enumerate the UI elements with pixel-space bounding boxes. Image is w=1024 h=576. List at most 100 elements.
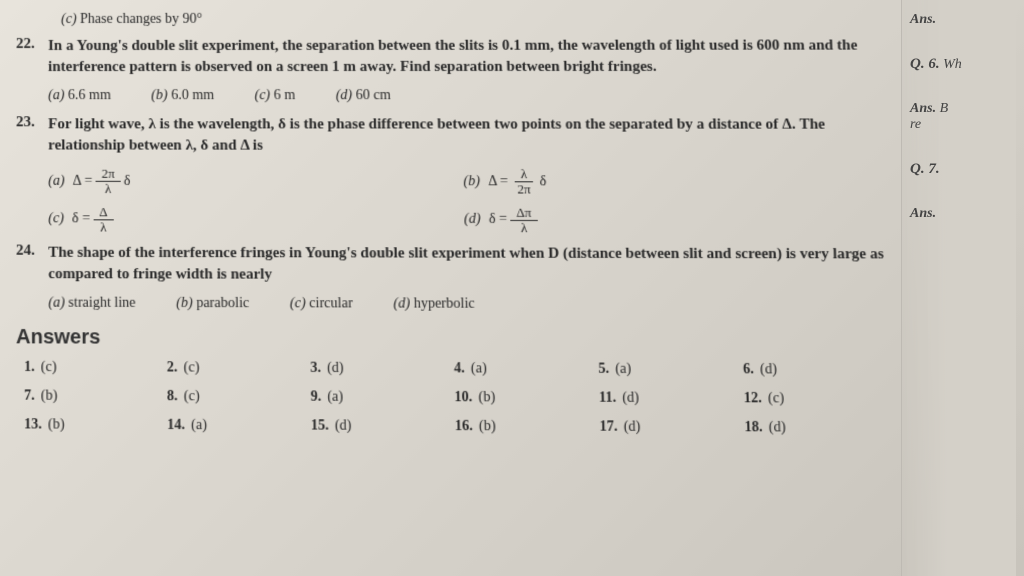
question-22: 22. In a Young's double slit experiment,… — [16, 35, 880, 78]
equation-lhs: Δ = — [488, 174, 508, 190]
answer-value: (d) — [760, 362, 777, 379]
q23-options: (a) Δ = 2π λ δ (b) Δ = λ 2π δ (c) — [48, 167, 884, 236]
answer-value: (b) — [41, 389, 58, 405]
option-label: (a) — [48, 88, 64, 103]
answer-number: 3. — [310, 361, 321, 377]
numerator: λ — [514, 167, 533, 183]
option-d: (d) hyperbolic — [393, 296, 475, 313]
answer-item: 17.(d) — [599, 420, 744, 437]
answer-value: (c) — [184, 360, 200, 376]
question-23: 23. For light wave, λ is the wavelength,… — [16, 114, 882, 157]
answer-value: (d) — [622, 391, 639, 408]
option-text: 6.6 mm — [68, 88, 111, 103]
question-number: 23. — [16, 114, 48, 156]
answer-value: (c) — [41, 360, 57, 376]
answer-item: 14.(a) — [167, 418, 311, 435]
answer-number: 14. — [167, 418, 185, 435]
option-label: (d) — [336, 88, 353, 103]
option-label: (b) — [176, 296, 193, 311]
margin-text: re — [910, 117, 1008, 133]
answer-number: 4. — [454, 361, 465, 377]
denominator: λ — [94, 220, 113, 235]
option-label: (c) — [290, 296, 306, 311]
answer-number: 10. — [454, 390, 472, 407]
numerator: Δπ — [510, 205, 538, 221]
answer-item: 2. (c) — [167, 360, 310, 377]
option-label: (b) — [151, 88, 168, 103]
answer-number: 5. — [598, 362, 609, 379]
answer-value: (b) — [479, 419, 496, 436]
margin-note: Q. 7. — [910, 161, 1008, 178]
numerator: Δ — [93, 205, 114, 221]
q24-options: (a) straight line (b) parabolic (c) circ… — [48, 296, 886, 314]
fraction: Δπ λ — [510, 205, 538, 235]
question-number: 22. — [16, 36, 48, 78]
answer-number: 8. — [167, 389, 178, 405]
answers-heading: Answers — [16, 326, 888, 352]
answer-number: 16. — [455, 419, 473, 436]
option-a: (a) Δ = 2π λ δ — [48, 167, 463, 197]
answer-item: 7. (b) — [24, 389, 167, 406]
margin-ans-label: Ans. — [910, 101, 936, 116]
option-label: (a) — [48, 296, 65, 311]
answer-value: (d) — [335, 419, 352, 436]
answer-number: 13. — [24, 417, 42, 434]
margin-ans-label: Ans. — [910, 12, 936, 27]
numerator: 2π — [95, 167, 120, 182]
option-label: (d) — [464, 212, 481, 228]
question-text: The shape of the interference fringes in… — [48, 243, 886, 288]
equation-suffix: δ — [540, 174, 547, 190]
answer-item: 15. (d) — [311, 418, 455, 435]
answer-item: 16. (b) — [455, 419, 600, 436]
answer-value: (a) — [327, 390, 343, 407]
option-c: (c) 6 m — [254, 88, 295, 104]
answer-number: 17. — [599, 420, 617, 437]
answer-value: (a) — [471, 361, 487, 378]
answer-value: (c) — [184, 389, 200, 406]
equation-lhs: δ = — [72, 212, 90, 228]
question-24: 24. The shape of the interference fringe… — [16, 243, 886, 288]
option-a: (a) 6.6 mm — [48, 88, 111, 104]
option-a: (a) straight line — [48, 296, 135, 313]
margin-q-label: Q. 6. — [910, 56, 940, 72]
question-number: 24. — [16, 243, 48, 286]
answer-value: (b) — [478, 390, 495, 407]
option-c: (c) circular — [290, 296, 353, 313]
fraction: 2π λ — [95, 167, 120, 197]
option-d: (d) 60 cm — [336, 88, 391, 104]
margin-note: Ans. B re — [910, 101, 1008, 133]
answer-number: 2. — [167, 360, 178, 376]
margin-q-label: Q. 7. — [910, 161, 940, 177]
answer-item: 18. (d) — [744, 420, 890, 437]
denominator: λ — [99, 182, 118, 196]
option-label: (a) — [48, 174, 64, 190]
answer-value: (d) — [769, 420, 786, 437]
margin-note: Ans. — [910, 12, 1008, 28]
answer-item: 9. (a) — [310, 390, 454, 407]
answer-item: 5.(a) — [598, 362, 743, 379]
answer-number: 7. — [24, 389, 35, 405]
answer-item: 12.(c) — [744, 391, 890, 408]
option-label: (c) — [61, 12, 77, 27]
answer-item: 6.(d) — [743, 362, 889, 379]
answer-value: (c) — [768, 391, 784, 408]
answer-value: (d) — [327, 361, 344, 377]
answer-item: 3. (d) — [310, 361, 454, 378]
right-margin-notes: Ans. Q. 6. Wh Ans. B re Q. 7. Ans. — [901, 0, 1016, 576]
answer-number: 11. — [599, 391, 617, 408]
option-label: (d) — [393, 296, 410, 311]
margin-text: B — [940, 101, 949, 116]
option-label: (b) — [463, 174, 480, 190]
option-text: 60 cm — [356, 88, 391, 103]
answer-number: 9. — [310, 390, 321, 407]
answer-number: 15. — [311, 418, 329, 435]
option-b: (b) 6.0 mm — [151, 88, 214, 104]
answer-value: (b) — [48, 417, 65, 434]
answer-number: 18. — [744, 420, 762, 437]
fraction: λ 2π — [511, 167, 537, 197]
option-b: (b) parabolic — [176, 296, 249, 313]
option-label: (c) — [254, 88, 270, 103]
option-d: (d) δ = Δπ λ — [464, 205, 884, 236]
denominator: λ — [515, 221, 534, 236]
margin-ans-label: Ans. — [910, 206, 936, 221]
